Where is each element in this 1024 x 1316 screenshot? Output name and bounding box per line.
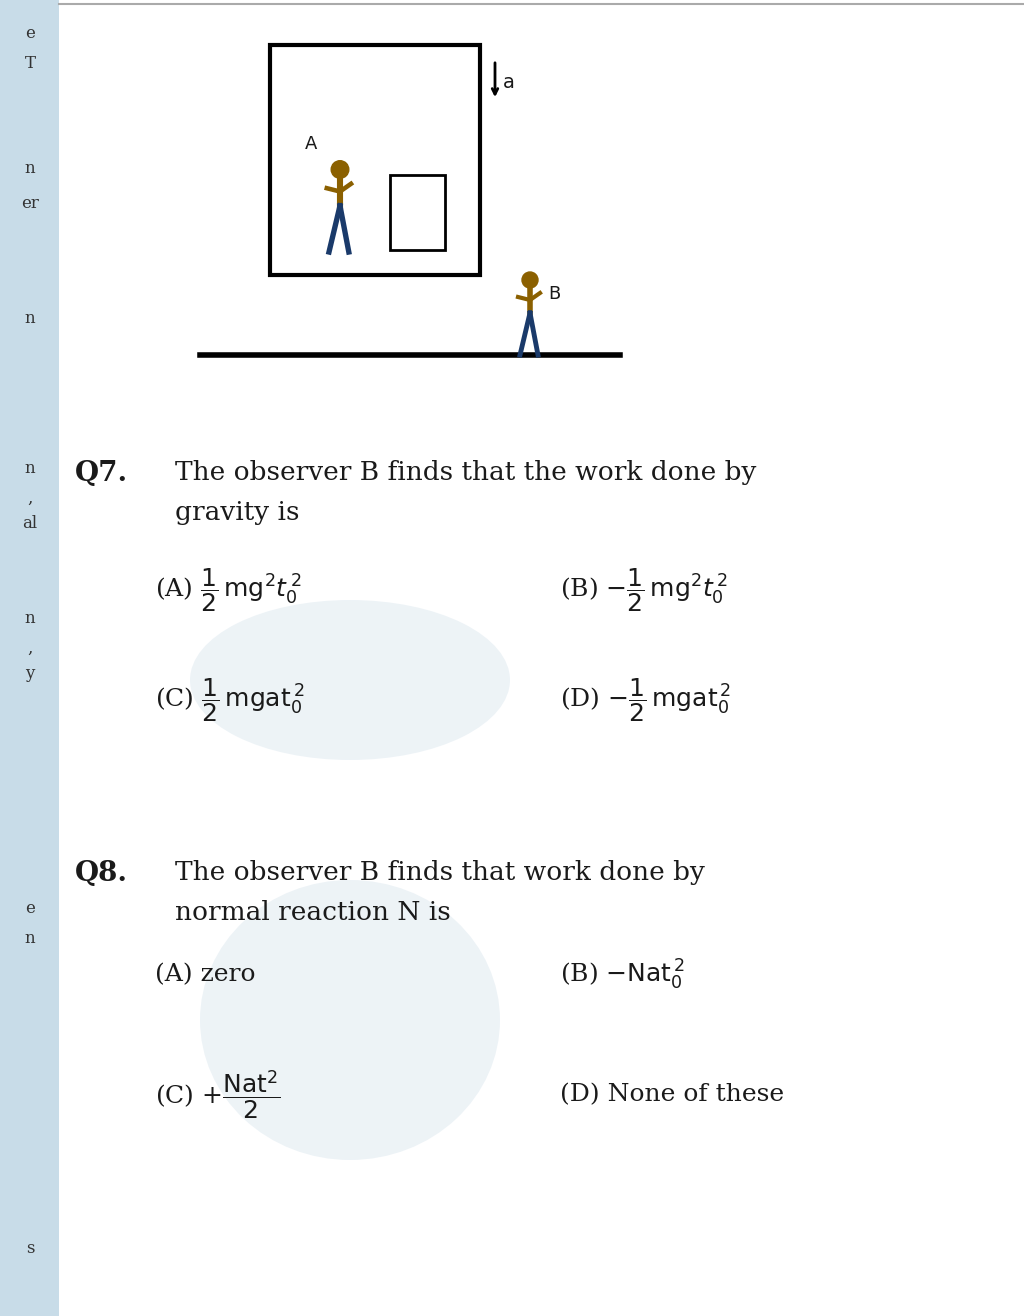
Bar [270, 45, 480, 275]
Text: The observer B finds that the work done by: The observer B finds that the work done … [175, 461, 757, 486]
Text: A: A [305, 136, 317, 153]
Text: gravity is: gravity is [175, 500, 299, 525]
Text: n: n [25, 611, 35, 626]
Text: (C) $\dfrac{1}{2}\,\mathrm{mgat}_0^{\,2}$: (C) $\dfrac{1}{2}\,\mathrm{mgat}_0^{\,2}… [155, 676, 304, 724]
Text: (A) $\dfrac{1}{2}\,\mathrm{mg}^2t_0^{\,2}$: (A) $\dfrac{1}{2}\,\mathrm{mg}^2t_0^{\,2… [155, 566, 302, 613]
Text: Q8.: Q8. [75, 859, 128, 887]
Bar [0, 0, 59, 1316]
Ellipse shape [190, 600, 510, 761]
Text: e: e [25, 900, 35, 917]
Text: a: a [503, 72, 515, 92]
Text: n: n [25, 930, 35, 948]
Circle shape [331, 161, 349, 178]
Text: n: n [25, 311, 35, 326]
Text: (C) $+\dfrac{\mathrm{Nat}^2}{2}$: (C) $+\dfrac{\mathrm{Nat}^2}{2}$ [155, 1069, 281, 1121]
Text: (B) $-\dfrac{1}{2}\,\mathrm{mg}^2t_0^{\,2}$: (B) $-\dfrac{1}{2}\,\mathrm{mg}^2t_0^{\,… [560, 566, 728, 613]
Text: er: er [22, 195, 39, 212]
Text: The observer B finds that work done by: The observer B finds that work done by [175, 859, 705, 884]
Bar [390, 175, 445, 250]
Text: Q7.: Q7. [75, 461, 128, 487]
Text: y: y [26, 665, 35, 682]
Text: ,: , [28, 640, 33, 657]
Text: n: n [25, 461, 35, 476]
Text: (D) None of these: (D) None of these [560, 1083, 784, 1107]
Text: T: T [25, 55, 36, 72]
Text: (D) $-\dfrac{1}{2}\,\mathrm{mgat}_0^{\,2}$: (D) $-\dfrac{1}{2}\,\mathrm{mgat}_0^{\,2… [560, 676, 731, 724]
Ellipse shape [200, 880, 500, 1159]
Text: s: s [26, 1240, 34, 1257]
Text: al: al [23, 515, 38, 532]
Text: B: B [548, 286, 560, 303]
Text: (B) $-\mathrm{Nat}_0^{\,2}$: (B) $-\mathrm{Nat}_0^{\,2}$ [560, 958, 685, 992]
Circle shape [522, 272, 538, 288]
Text: ,: , [28, 490, 33, 507]
Text: n: n [25, 161, 35, 176]
Text: normal reaction N is: normal reaction N is [175, 900, 451, 925]
Text: e: e [25, 25, 35, 42]
Text: (A) zero: (A) zero [155, 963, 256, 987]
